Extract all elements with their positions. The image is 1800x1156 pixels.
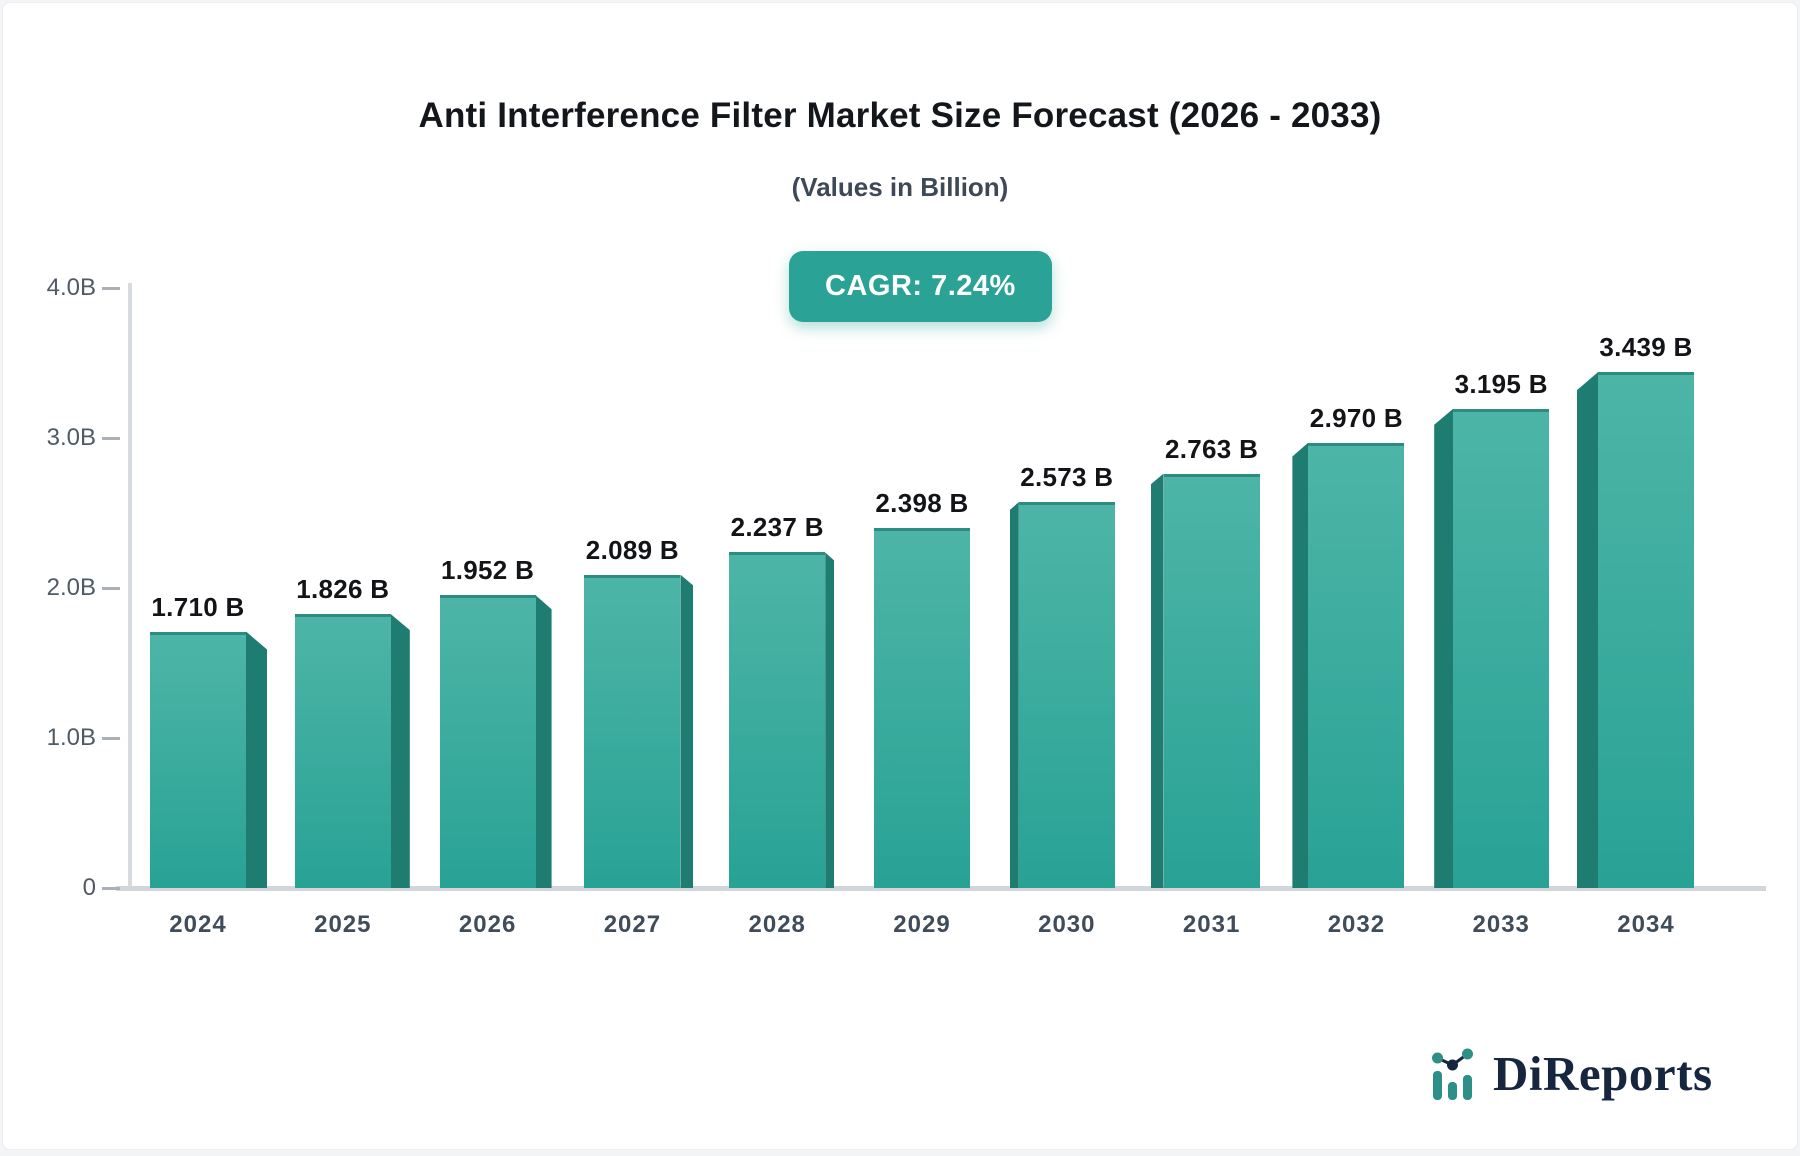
bar-side-2025 (390, 614, 410, 888)
x-axis-label: 2029 (893, 911, 951, 938)
bar-value-label: 2.763 B (1165, 433, 1259, 464)
bar-value-label: 1.710 B (151, 591, 245, 622)
bar-side-2030 (1009, 502, 1019, 888)
x-axis-label: 2027 (603, 911, 662, 938)
bar-value-label: 2.237 B (730, 512, 824, 543)
bar-side-2028 (825, 552, 835, 888)
bar-front-2031 (1163, 473, 1260, 888)
bar-side-2032 (1292, 442, 1309, 888)
chart-subtitle: (Values in Billion) (791, 172, 1009, 202)
bar-front-2027 (584, 574, 681, 888)
bar-line-chart-icon (1432, 1048, 1473, 1100)
x-axis-baseline (116, 886, 1766, 891)
bar-value-label: 3.195 B (1454, 368, 1548, 399)
bar-front-2024 (150, 631, 246, 888)
y-axis-tick (102, 886, 120, 890)
bar-side-2033 (1434, 408, 1454, 888)
bar-side-2024 (246, 631, 267, 888)
bar-value-label: 2.398 B (875, 488, 969, 519)
bar-front-2029 (874, 528, 970, 888)
bar-front-2030 (1018, 502, 1115, 888)
bar-value-label: 2.970 B (1309, 402, 1403, 433)
bar-front-2032 (1308, 442, 1405, 888)
x-axis-label: 2031 (1182, 911, 1241, 938)
y-axis-tick (102, 736, 120, 740)
y-axis-tick (102, 286, 120, 290)
chart-title: Anti Interference Filter Market Size For… (418, 96, 1382, 135)
x-axis-label: 2030 (1038, 911, 1096, 938)
bar-front-2028 (729, 552, 826, 888)
bar-side-2027 (680, 574, 694, 888)
y-axis-tick-label: 3.0B (46, 424, 96, 451)
x-axis-label: 2032 (1327, 911, 1386, 938)
bar-side-2034 (1577, 372, 1598, 888)
bar-side-2031 (1150, 473, 1164, 888)
x-axis-label: 2026 (458, 911, 517, 938)
direports-logo: DiReports (1428, 1038, 1713, 1108)
bar-value-label: 3.439 B (1599, 332, 1693, 363)
x-axis-label: 2028 (748, 911, 806, 938)
bar-value-label: 1.952 B (441, 555, 535, 586)
y-axis-tick-label: 2.0B (46, 574, 96, 601)
y-axis-tick (102, 436, 120, 440)
x-axis-label: 2024 (169, 911, 227, 938)
brand-name: DiReports (1493, 1045, 1713, 1101)
cagr-badge: CAGR: 7.24% (789, 251, 1052, 322)
y-axis-tick-label: 4.0B (46, 274, 96, 301)
x-axis-label: 2033 (1472, 911, 1530, 938)
y-axis-tick (102, 586, 120, 590)
x-axis-label: 2025 (314, 911, 372, 938)
bar-side-2026 (535, 595, 552, 888)
bar-front-2025 (294, 614, 391, 888)
bar-value-label: 2.573 B (1020, 462, 1114, 493)
bar-front-2026 (439, 595, 536, 888)
y-axis-tick-label: 1.0B (46, 724, 96, 751)
y-axis-line (128, 283, 132, 891)
y-axis-tick-label: 0 (82, 874, 96, 901)
x-axis-label: 2034 (1617, 911, 1675, 938)
bar-front-2034 (1598, 372, 1694, 888)
bar-value-label: 2.089 B (585, 534, 679, 565)
bar-front-2033 (1453, 408, 1550, 888)
bar-value-label: 1.826 B (296, 574, 390, 605)
